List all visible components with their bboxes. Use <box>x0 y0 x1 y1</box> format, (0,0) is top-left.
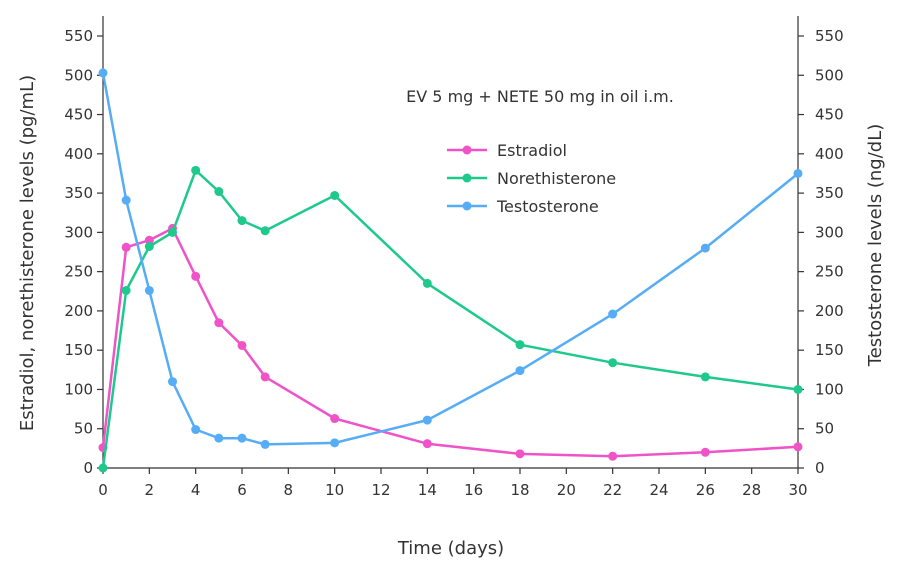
data-point-norethisterone <box>422 278 432 288</box>
data-point-testosterone <box>793 168 803 178</box>
data-point-estradiol <box>237 340 247 350</box>
series-line-estradiol <box>101 227 799 458</box>
data-point-norethisterone <box>191 165 201 175</box>
data-point-estradiol <box>330 414 340 424</box>
y-right-tick-label: 350 <box>815 184 844 202</box>
x-tick-label: 6 <box>237 481 247 499</box>
y-left-tick-label: 300 <box>64 223 93 241</box>
data-point-testosterone <box>214 433 224 443</box>
data-point-estradiol <box>214 318 224 328</box>
y-axis-left-title: Estradiol, norethisterone levels (pg/mL) <box>17 75 38 431</box>
y-right-tick-label: 450 <box>815 106 844 124</box>
data-point-norethisterone <box>214 187 224 197</box>
y-right-tick-label: 100 <box>815 380 844 398</box>
series-norethisterone <box>98 165 803 473</box>
x-axis-title: Time (days) <box>397 538 504 559</box>
y-right-tick-label: 150 <box>815 341 844 359</box>
data-point-norethisterone <box>121 285 131 295</box>
data-point-norethisterone <box>98 463 108 473</box>
legend-label-estradiol: Estradiol <box>497 141 567 160</box>
y-right-tick-label: 500 <box>815 66 844 84</box>
y-left-tick-label: 200 <box>64 302 93 320</box>
y-right-tick-label: 250 <box>815 263 844 281</box>
x-tick-label: 30 <box>788 481 807 499</box>
y-left-tick-label: 500 <box>64 66 93 84</box>
data-point-estradiol <box>144 235 154 245</box>
legend-marker-norethisterone <box>462 173 472 183</box>
data-point-testosterone <box>168 377 177 387</box>
data-point-estradiol <box>191 271 201 281</box>
x-tick-label: 4 <box>191 481 201 499</box>
data-point-estradiol <box>422 439 432 449</box>
data-point-estradiol <box>515 449 525 459</box>
legend-label-norethisterone: Norethisterone <box>497 169 616 188</box>
y-right-tick-label: 400 <box>815 145 844 163</box>
x-tick-label: 24 <box>649 481 668 499</box>
y-left-tick-label: 250 <box>64 263 93 281</box>
y-right-tick-label: 550 <box>815 27 844 45</box>
y-left-tick-label: 350 <box>64 184 93 202</box>
data-point-testosterone <box>422 415 432 425</box>
data-point-estradiol <box>608 451 618 461</box>
data-point-norethisterone <box>330 190 340 200</box>
data-point-testosterone <box>121 195 131 205</box>
x-tick-label: 18 <box>510 481 529 499</box>
y-axis-right-title: Testosterone levels (ng/dL) <box>865 124 886 368</box>
x-tick-label: 12 <box>371 481 390 499</box>
data-point-testosterone <box>237 433 247 443</box>
y-left-tick-label: 50 <box>74 420 93 438</box>
legend-marker-estradiol <box>462 145 472 155</box>
x-tick-label: 28 <box>742 481 761 499</box>
data-point-norethisterone <box>144 242 154 252</box>
data-point-estradiol <box>793 442 803 452</box>
data-point-estradiol <box>121 242 131 252</box>
data-point-norethisterone <box>700 372 710 382</box>
x-tick-label: 26 <box>696 481 715 499</box>
data-point-norethisterone <box>168 227 177 237</box>
y-left-tick-label: 400 <box>64 145 93 163</box>
x-tick-label: 2 <box>145 481 155 499</box>
y-left-tick-label: 0 <box>83 459 93 477</box>
data-point-testosterone <box>330 438 340 448</box>
x-tick-label: 10 <box>325 481 344 499</box>
data-point-testosterone <box>144 285 154 295</box>
data-point-norethisterone <box>608 358 618 368</box>
data-point-norethisterone <box>793 384 803 394</box>
series-testosterone <box>98 68 803 449</box>
data-point-testosterone <box>191 425 201 435</box>
data-point-testosterone <box>98 68 108 78</box>
data-point-estradiol <box>260 372 270 382</box>
series-estradiol <box>98 223 803 461</box>
y-left-tick-label: 100 <box>64 380 93 398</box>
data-point-norethisterone <box>237 216 247 226</box>
legend-marker-testosterone <box>462 201 472 211</box>
data-point-testosterone <box>515 366 525 376</box>
data-point-testosterone <box>260 439 270 449</box>
legend: Estradiol Norethisterone Testosterone <box>441 132 641 224</box>
y-left-tick-label: 450 <box>64 106 93 124</box>
data-point-estradiol <box>700 447 710 457</box>
x-tick-label: 22 <box>603 481 622 499</box>
y-right-tick-label: 200 <box>815 302 844 320</box>
x-tick-label: 14 <box>418 481 437 499</box>
y-right-tick-label: 50 <box>815 420 834 438</box>
x-tick-label: 20 <box>557 481 576 499</box>
y-right-tick-label: 300 <box>815 223 844 241</box>
series-layer <box>98 68 803 473</box>
data-point-norethisterone <box>260 226 270 236</box>
legend-label-testosterone: Testosterone <box>496 197 599 216</box>
y-left-tick-label: 150 <box>64 341 93 359</box>
x-tick-label: 0 <box>98 481 108 499</box>
annotation-text: EV 5 mg + NETE 50 mg in oil i.m. <box>406 87 674 106</box>
series-line-testosterone <box>101 72 799 446</box>
x-tick-label: 8 <box>284 481 294 499</box>
x-tick-label: 16 <box>464 481 483 499</box>
data-point-testosterone <box>608 309 618 319</box>
data-point-testosterone <box>700 243 710 253</box>
data-point-norethisterone <box>515 340 525 350</box>
y-left-tick-label: 550 <box>64 27 93 45</box>
y-right-tick-label: 0 <box>815 459 825 477</box>
